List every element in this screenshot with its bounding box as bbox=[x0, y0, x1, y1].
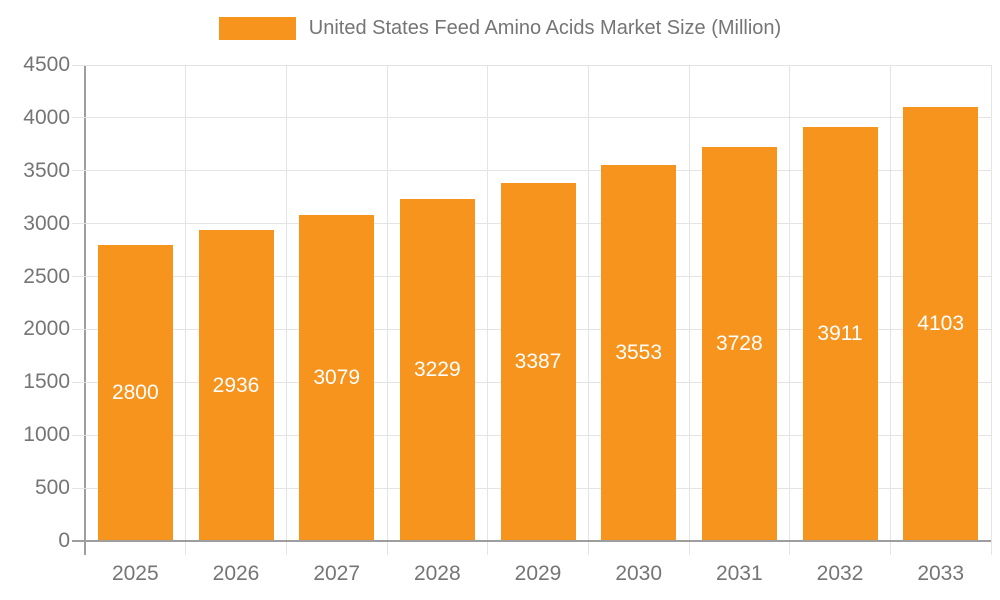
bar-value-label: 2800 bbox=[111, 380, 159, 404]
x-gridline bbox=[487, 65, 489, 555]
bar-value-label: 3079 bbox=[313, 366, 361, 390]
bar[interactable] bbox=[198, 230, 274, 541]
bar-value-label: 3911 bbox=[817, 322, 863, 346]
x-gridline bbox=[587, 65, 589, 555]
x-gridline bbox=[386, 65, 388, 555]
bar[interactable] bbox=[903, 107, 979, 541]
x-gridline bbox=[889, 65, 891, 555]
x-gridline bbox=[990, 65, 992, 555]
y-tick-label: 1500 bbox=[23, 370, 70, 394]
y-tick-label: 3000 bbox=[23, 211, 70, 235]
y-tick-label: 3500 bbox=[23, 158, 70, 182]
y-gridline bbox=[72, 64, 991, 66]
x-gridline bbox=[789, 65, 791, 555]
x-tick-label: 2032 bbox=[816, 562, 864, 585]
x-gridline bbox=[185, 65, 187, 555]
x-tick-label: 2031 bbox=[715, 562, 763, 585]
bar[interactable] bbox=[802, 127, 878, 541]
x-gridline bbox=[285, 65, 287, 555]
y-tick-label: 1000 bbox=[23, 423, 70, 447]
bar[interactable] bbox=[97, 244, 173, 541]
bar-value-label: 3728 bbox=[715, 331, 763, 355]
y-tick-label: 4000 bbox=[23, 105, 70, 129]
legend-item[interactable]: United States Feed Amino Acids Market Si… bbox=[0, 17, 1000, 40]
y-tick-label: 2500 bbox=[23, 264, 70, 288]
y-axis-line bbox=[84, 65, 86, 555]
bar[interactable] bbox=[399, 199, 475, 541]
bar[interactable] bbox=[299, 215, 375, 541]
bar[interactable] bbox=[601, 165, 677, 541]
bar-value-label: 3229 bbox=[413, 358, 461, 382]
bar[interactable] bbox=[701, 146, 777, 541]
x-tick-label: 2025 bbox=[111, 562, 159, 585]
bar-value-label: 3387 bbox=[514, 349, 562, 373]
legend-swatch-icon bbox=[218, 17, 296, 40]
y-tick-label: 2000 bbox=[23, 317, 70, 341]
y-tick-label: 4500 bbox=[23, 53, 70, 76]
bar-value-label: 2936 bbox=[212, 373, 260, 397]
x-tick-label: 2028 bbox=[413, 562, 461, 585]
bar[interactable] bbox=[500, 182, 576, 541]
x-tick-label: 2029 bbox=[514, 562, 562, 585]
x-tick-label: 2027 bbox=[313, 562, 361, 585]
legend-label: United States Feed Amino Acids Market Si… bbox=[308, 17, 782, 39]
bar-value-label: 4103 bbox=[917, 312, 965, 335]
x-tick-label: 2033 bbox=[917, 562, 965, 585]
x-gridline bbox=[688, 65, 690, 555]
bar-value-label: 3553 bbox=[615, 341, 663, 365]
x-tick-label: 2030 bbox=[615, 562, 663, 585]
y-tick-label: 500 bbox=[34, 476, 70, 500]
y-tick-label: 0 bbox=[58, 529, 70, 552]
x-tick-label: 2026 bbox=[212, 562, 260, 585]
y-gridline bbox=[72, 117, 991, 119]
